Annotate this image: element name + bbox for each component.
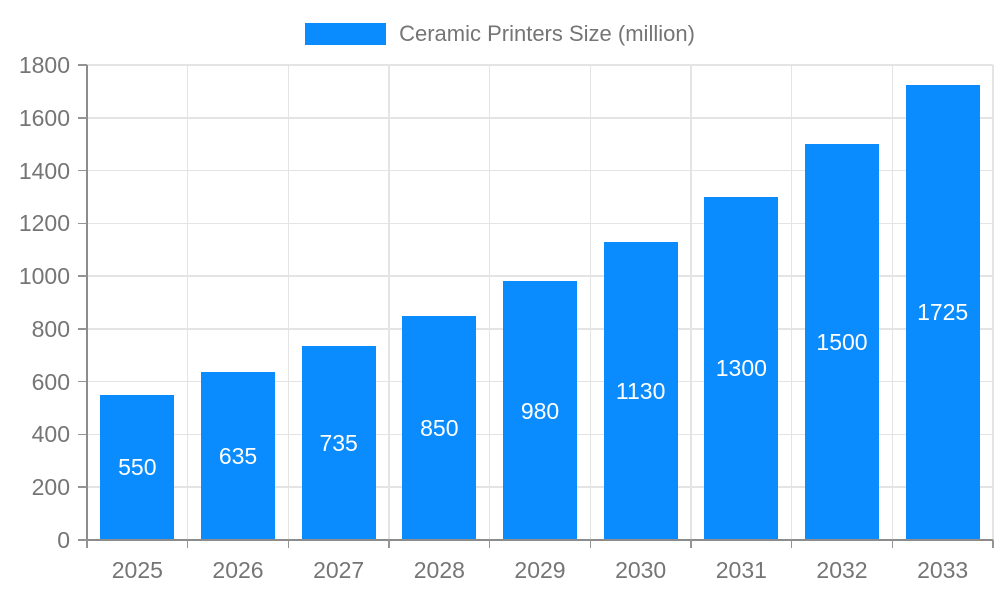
bar-2033[interactable]: 1725 [905,84,980,540]
vertical-gridline [790,65,793,540]
y-axis-tick-label: 1400 [18,157,70,184]
y-axis-tick [78,328,87,330]
horizontal-gridline [87,117,993,119]
x-axis-tick-label: 2031 [715,557,767,583]
bar-value-label: 980 [520,397,560,424]
bar-2025[interactable]: 550 [100,394,175,540]
bar-value-label: 850 [420,414,459,441]
bar-value-label: 550 [118,454,157,481]
x-axis-tick-label: 2028 [413,557,465,583]
y-axis-tick-label: 1600 [18,104,70,131]
x-axis-tick-label: 2025 [111,557,163,583]
bar-2031[interactable]: 1300 [704,196,779,540]
y-axis-tick [78,486,87,488]
x-axis-tick [891,540,894,548]
bar-2032[interactable]: 1500 [805,144,879,540]
x-axis-tick [287,540,290,548]
vertical-gridline [589,65,592,540]
x-axis-tick [690,540,692,548]
x-axis-line [79,539,993,541]
horizontal-gridline [87,169,993,172]
bar-2026[interactable]: 635 [201,372,275,540]
y-axis-tick [78,433,87,436]
bar-value-label: 1725 [917,299,969,326]
bar-2029[interactable]: 980 [503,281,577,540]
bar-2028[interactable]: 850 [402,315,477,540]
x-axis-tick [790,540,793,548]
y-axis-tick-label: 600 [31,368,70,395]
vertical-gridline [186,65,189,540]
bar-2027[interactable]: 735 [301,346,376,540]
vertical-gridline [690,65,692,540]
x-axis-tick [488,540,491,548]
y-axis-tick-label: 1200 [18,210,70,237]
x-axis-tick-label: 2033 [917,557,969,583]
x-axis-tick [992,540,994,548]
legend[interactable]: Ceramic Printers Size (million) [0,21,1000,47]
bar-value-label: 635 [218,443,258,470]
legend-swatch-icon [305,23,387,45]
y-axis-tick [78,117,87,119]
bar-value-label: 1500 [816,329,868,356]
x-axis-tick-label: 2026 [212,557,264,583]
bar-value-label: 1130 [615,377,666,404]
y-axis-tick [78,539,87,541]
y-axis-tick-label: 0 [57,527,70,553]
x-axis-tick-label: 2029 [514,557,566,583]
horizontal-gridline [87,275,993,277]
x-axis-tick [589,540,592,548]
vertical-gridline [891,65,894,540]
legend-label: Ceramic Printers Size (million) [399,21,695,46]
y-axis-tick [78,222,87,225]
x-axis-tick-label: 2027 [313,557,365,583]
y-axis-tick-label: 800 [31,315,70,342]
vertical-gridline [992,65,994,540]
x-axis-tick-label: 2032 [816,557,868,583]
y-axis-tick [78,169,87,172]
bar-value-label: 735 [319,430,358,456]
x-axis-tick [388,540,390,548]
plot-area: 550 635 735 850 980 1130 1300 1500 1725 [87,64,994,540]
y-axis-tick-label: 1800 [18,52,70,78]
y-axis-tick [78,64,87,66]
vertical-gridline [488,65,491,540]
y-axis-tick-label: 1000 [18,263,70,290]
x-axis-tick [186,540,189,548]
horizontal-gridline [87,64,993,66]
y-axis-line [86,65,88,548]
y-axis-tick-label: 400 [31,421,70,448]
y-axis-tick [78,380,87,383]
bar-value-label: 1300 [715,355,767,382]
y-axis-tick [78,275,87,277]
vertical-gridline [388,65,390,540]
bar-2030[interactable]: 1130 [603,241,678,540]
x-axis-tick-label: 2030 [615,557,667,583]
vertical-gridline [287,65,290,540]
x-axis-tick [86,540,88,548]
horizontal-gridline [87,222,993,225]
y-axis-tick-label: 200 [31,474,70,501]
